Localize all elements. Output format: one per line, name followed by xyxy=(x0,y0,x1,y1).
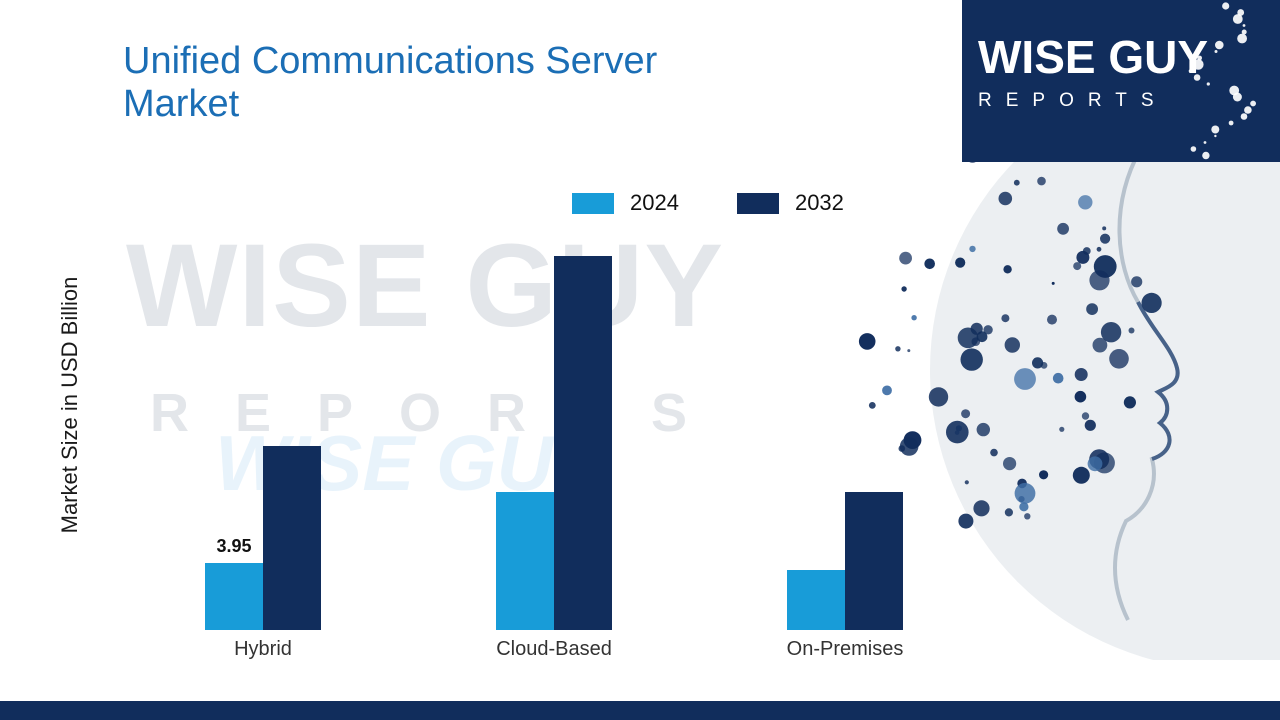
legend-label-2024: 2024 xyxy=(630,190,679,215)
chart-legend: 2024 2032 xyxy=(572,190,844,216)
bar-2032-on-premises xyxy=(845,492,903,630)
watermark-wiseguy: WISE GUY xyxy=(126,220,725,352)
head-circle-shape xyxy=(930,70,1280,660)
legend-label-2032: 2032 xyxy=(794,190,844,215)
brand-wordmark: WISE GUY xyxy=(978,31,1209,83)
category-label-on-premises: On-Premises xyxy=(786,638,904,660)
category-label-cloud-based: Cloud-Based xyxy=(496,638,612,660)
legend-swatch-2032 xyxy=(736,192,779,214)
brand-logo-text: WISE GUY REPORTS xyxy=(978,34,1208,112)
head-profile-graphic xyxy=(858,70,1280,660)
legend-swatch-2024 xyxy=(572,192,614,214)
legend-item-2024: 2024 xyxy=(572,190,679,216)
chart-title: Unified Communications Server Market xyxy=(123,40,658,126)
face-nose-lips-line xyxy=(1136,301,1180,461)
bar-2024-on-premises xyxy=(787,570,845,630)
bar-2032-hybrid xyxy=(263,446,321,630)
brain-dots-cluster xyxy=(858,147,1162,529)
bottom-accent-bar xyxy=(0,701,1280,720)
brand-logo-block: WISE GUY REPORTS xyxy=(962,0,1280,162)
brand-face-dots-icon xyxy=(1188,2,1256,160)
brand-subtitle: REPORTS xyxy=(978,90,1168,111)
bar-2024-cloud-based xyxy=(496,492,554,630)
category-label-hybrid: Hybrid xyxy=(234,638,292,660)
bar-2032-cloud-based xyxy=(554,256,612,630)
legend-item-2032: 2032 xyxy=(736,190,844,216)
bar-2024-hybrid xyxy=(205,563,263,630)
bar-value-label: 3.95 xyxy=(216,536,252,556)
